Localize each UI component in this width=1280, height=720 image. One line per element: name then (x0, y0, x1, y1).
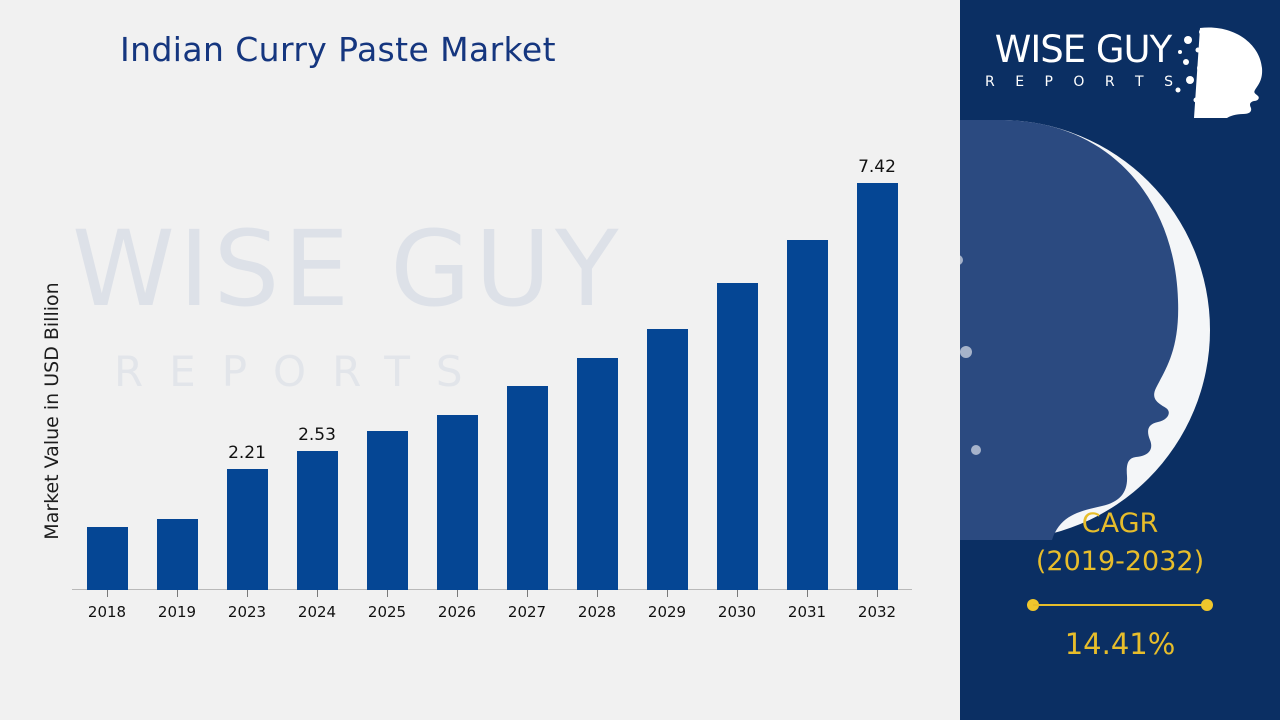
x-axis-tick-label: 2032 (857, 603, 897, 621)
bar-group: 2028 (562, 140, 632, 621)
bar-group: 2018 (72, 140, 142, 621)
bar-group: 2030 (702, 140, 772, 621)
decorative-head-silhouette-icon (960, 120, 1179, 540)
bar (86, 527, 128, 590)
bar (296, 451, 338, 590)
logo-subtext: R E P O R T S (985, 74, 1181, 90)
y-axis-label: Market Value in USD Billion (41, 282, 63, 540)
x-axis-tick (737, 590, 738, 597)
bar-group: 2025 (352, 140, 422, 621)
x-axis-tick (807, 590, 808, 597)
cagr-block: CAGR (2019-2032) 14.41% (960, 505, 1280, 661)
bar-group: 2027 (492, 140, 562, 621)
bar-group: 2031 (772, 140, 842, 621)
bar-group: 2019 (142, 140, 212, 621)
cagr-period: (2019-2032) (1035, 546, 1205, 577)
bar-group: 7.42 2032 (842, 140, 912, 621)
x-axis-tick-label: 2026 (437, 603, 477, 621)
bar (366, 430, 408, 590)
x-axis-tick-label: 2018 (87, 603, 127, 621)
cagr-label: CAGR (1081, 508, 1159, 539)
bar (576, 358, 618, 590)
logo-wordmark: WISE GUY (994, 28, 1172, 71)
bar (436, 414, 478, 590)
cagr-value: 14.41% (1064, 627, 1176, 661)
bar-group: 2026 (422, 140, 492, 621)
decorative-molecule-dots (960, 255, 981, 455)
brand-panel: WISE GUY R E P O R T S CAGR (2019-2032) (960, 0, 1280, 720)
x-axis-tick (387, 590, 388, 597)
divider-rule (1033, 604, 1207, 606)
bar-group: 2029 (632, 140, 702, 621)
bar (716, 282, 758, 590)
bar-group: 2.21 2023 (212, 140, 282, 621)
x-axis-tick-label: 2025 (367, 603, 407, 621)
bar-value-label: 2.21 (228, 442, 266, 463)
divider-dot-right (1201, 599, 1213, 611)
x-axis-tick-label: 2019 (157, 603, 197, 621)
bar (156, 518, 198, 590)
chart-panel: WISE GUY REPORTS Indian Curry Paste Mark… (41, 30, 912, 621)
bar (856, 182, 898, 590)
bar-chart-plot: 2018 2019 2.21 2023 2.53 2024 2025 2026 2027 2028… (72, 140, 912, 621)
cagr-divider (1027, 599, 1213, 611)
x-axis-tick-label: 2027 (507, 603, 547, 621)
x-axis-tick-label: 2031 (787, 603, 827, 621)
logo-head-icon (1175, 27, 1263, 118)
bar-group: 2.53 2024 (282, 140, 352, 621)
bar (786, 240, 828, 590)
x-axis-tick-label: 2029 (647, 603, 687, 621)
x-axis-tick (107, 590, 108, 597)
x-axis-tick (667, 590, 668, 597)
x-axis-tick (247, 590, 248, 597)
x-axis-tick (317, 590, 318, 597)
x-axis-tick (457, 590, 458, 597)
bar (506, 386, 548, 590)
wiseguy-reports-logo: WISE GUY R E P O R T S (960, 26, 1280, 118)
x-axis-tick (527, 590, 528, 597)
bar-value-label: 2.53 (298, 425, 336, 446)
bar (646, 329, 688, 590)
x-axis-tick-label: 2024 (297, 603, 337, 621)
x-axis-tick (877, 590, 878, 597)
bar (226, 468, 268, 590)
x-axis-tick (177, 590, 178, 597)
x-axis-tick-label: 2030 (717, 603, 757, 621)
x-axis-line (72, 589, 912, 590)
bar-value-label: 7.42 (858, 156, 896, 177)
x-axis-tick (597, 590, 598, 597)
x-axis-tick-label: 2028 (577, 603, 617, 621)
x-axis-tick-label: 2023 (227, 603, 267, 621)
chart-title: Indian Curry Paste Market (120, 30, 556, 69)
